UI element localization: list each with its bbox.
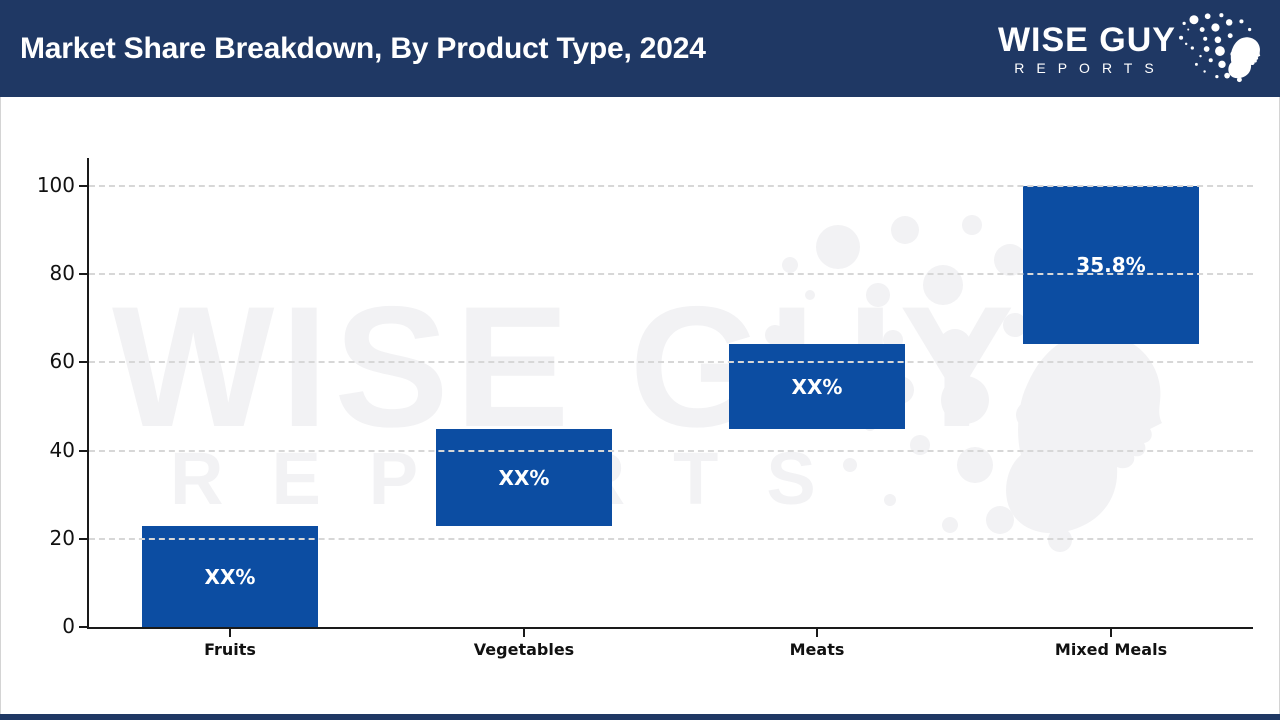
- ytick-mark-80: [79, 273, 89, 275]
- ytick-label-40: 40: [49, 438, 75, 462]
- logo-subtitle: REPORTS: [1014, 59, 1166, 76]
- logo-text: WISE GUY REPORTS: [998, 23, 1176, 75]
- bar-meats: XX%: [729, 344, 905, 429]
- gridline-y100: [89, 185, 1253, 187]
- ytick-mark-60: [79, 361, 89, 363]
- category-label-0: Fruits: [204, 640, 256, 659]
- category-label-3: Mixed Meals: [1054, 640, 1168, 659]
- ytick-label-20: 20: [49, 526, 75, 550]
- gridline-y60: [89, 361, 1253, 363]
- gridline-y80: [89, 273, 1253, 275]
- y-axis-spine: [87, 158, 89, 629]
- wise-guy-logo: WISE GUY REPORTS: [998, 11, 1266, 87]
- chart-title: Market Share Breakdown, By Product Type,…: [20, 31, 706, 65]
- footer-bar: [0, 714, 1280, 720]
- ytick-label-60: 60: [49, 349, 75, 373]
- ytick-mark-40: [79, 450, 89, 452]
- x-axis-spine: [87, 627, 1253, 629]
- xtick-mark-3: [1110, 629, 1112, 637]
- ytick-mark-100: [79, 185, 89, 187]
- ytick-label-100: 100: [36, 173, 75, 197]
- gridline-y40: [89, 450, 1253, 452]
- chart-header: Market Share Breakdown, By Product Type,…: [0, 0, 1280, 97]
- category-label-2: Meats: [789, 640, 845, 659]
- xtick-mark-0: [229, 629, 231, 637]
- bar-value-label: XX%: [204, 564, 256, 589]
- ytick-label-0: 0: [62, 614, 75, 638]
- ytick-label-80: 80: [49, 261, 75, 285]
- ytick-mark-0: [79, 626, 89, 628]
- gridline-y20: [89, 538, 1253, 540]
- bar-vegetables: XX%: [436, 429, 612, 526]
- category-label-1: Vegetables: [473, 640, 575, 659]
- xtick-mark-2: [816, 629, 818, 637]
- xtick-mark-1: [523, 629, 525, 637]
- bar-mixed-meals: 35.8%: [1023, 186, 1199, 344]
- bar-fruits: XX%: [142, 526, 318, 627]
- bar-value-label: XX%: [498, 465, 550, 490]
- logo-wordmark: WISE GUY: [997, 20, 1176, 59]
- ytick-mark-20: [79, 538, 89, 540]
- bar-value-label: XX%: [791, 374, 843, 399]
